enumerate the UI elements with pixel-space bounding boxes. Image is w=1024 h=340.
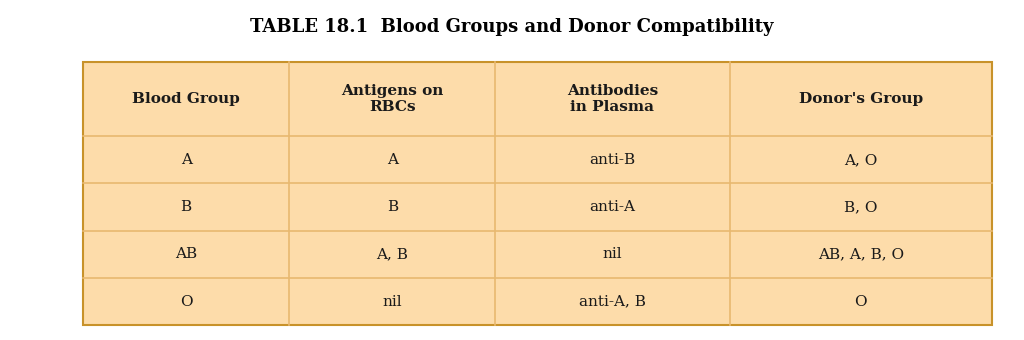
Text: B: B [180,200,191,214]
Text: A, O: A, O [844,153,878,167]
Text: A: A [180,153,191,167]
Text: Blood Group: Blood Group [132,92,240,106]
Text: B: B [387,200,398,214]
Text: AB: AB [175,247,198,261]
Text: anti-B: anti-B [590,153,636,167]
Text: Antigens on
RBCs: Antigens on RBCs [341,84,443,114]
Text: O: O [854,294,867,308]
Text: nil: nil [383,294,402,308]
Text: AB, A, B, O: AB, A, B, O [818,247,904,261]
Text: A, B: A, B [377,247,409,261]
Text: TABLE 18.1  Blood Groups and Donor Compatibility: TABLE 18.1 Blood Groups and Donor Compat… [250,18,774,36]
Text: Donor's Group: Donor's Group [799,92,923,106]
Text: A: A [387,153,397,167]
Text: nil: nil [603,247,623,261]
Text: anti-A: anti-A [590,200,636,214]
Text: O: O [180,294,193,308]
Text: Antibodies
in Plasma: Antibodies in Plasma [567,84,658,114]
Text: anti-A, B: anti-A, B [579,294,646,308]
Text: B, O: B, O [844,200,878,214]
FancyBboxPatch shape [83,62,992,325]
